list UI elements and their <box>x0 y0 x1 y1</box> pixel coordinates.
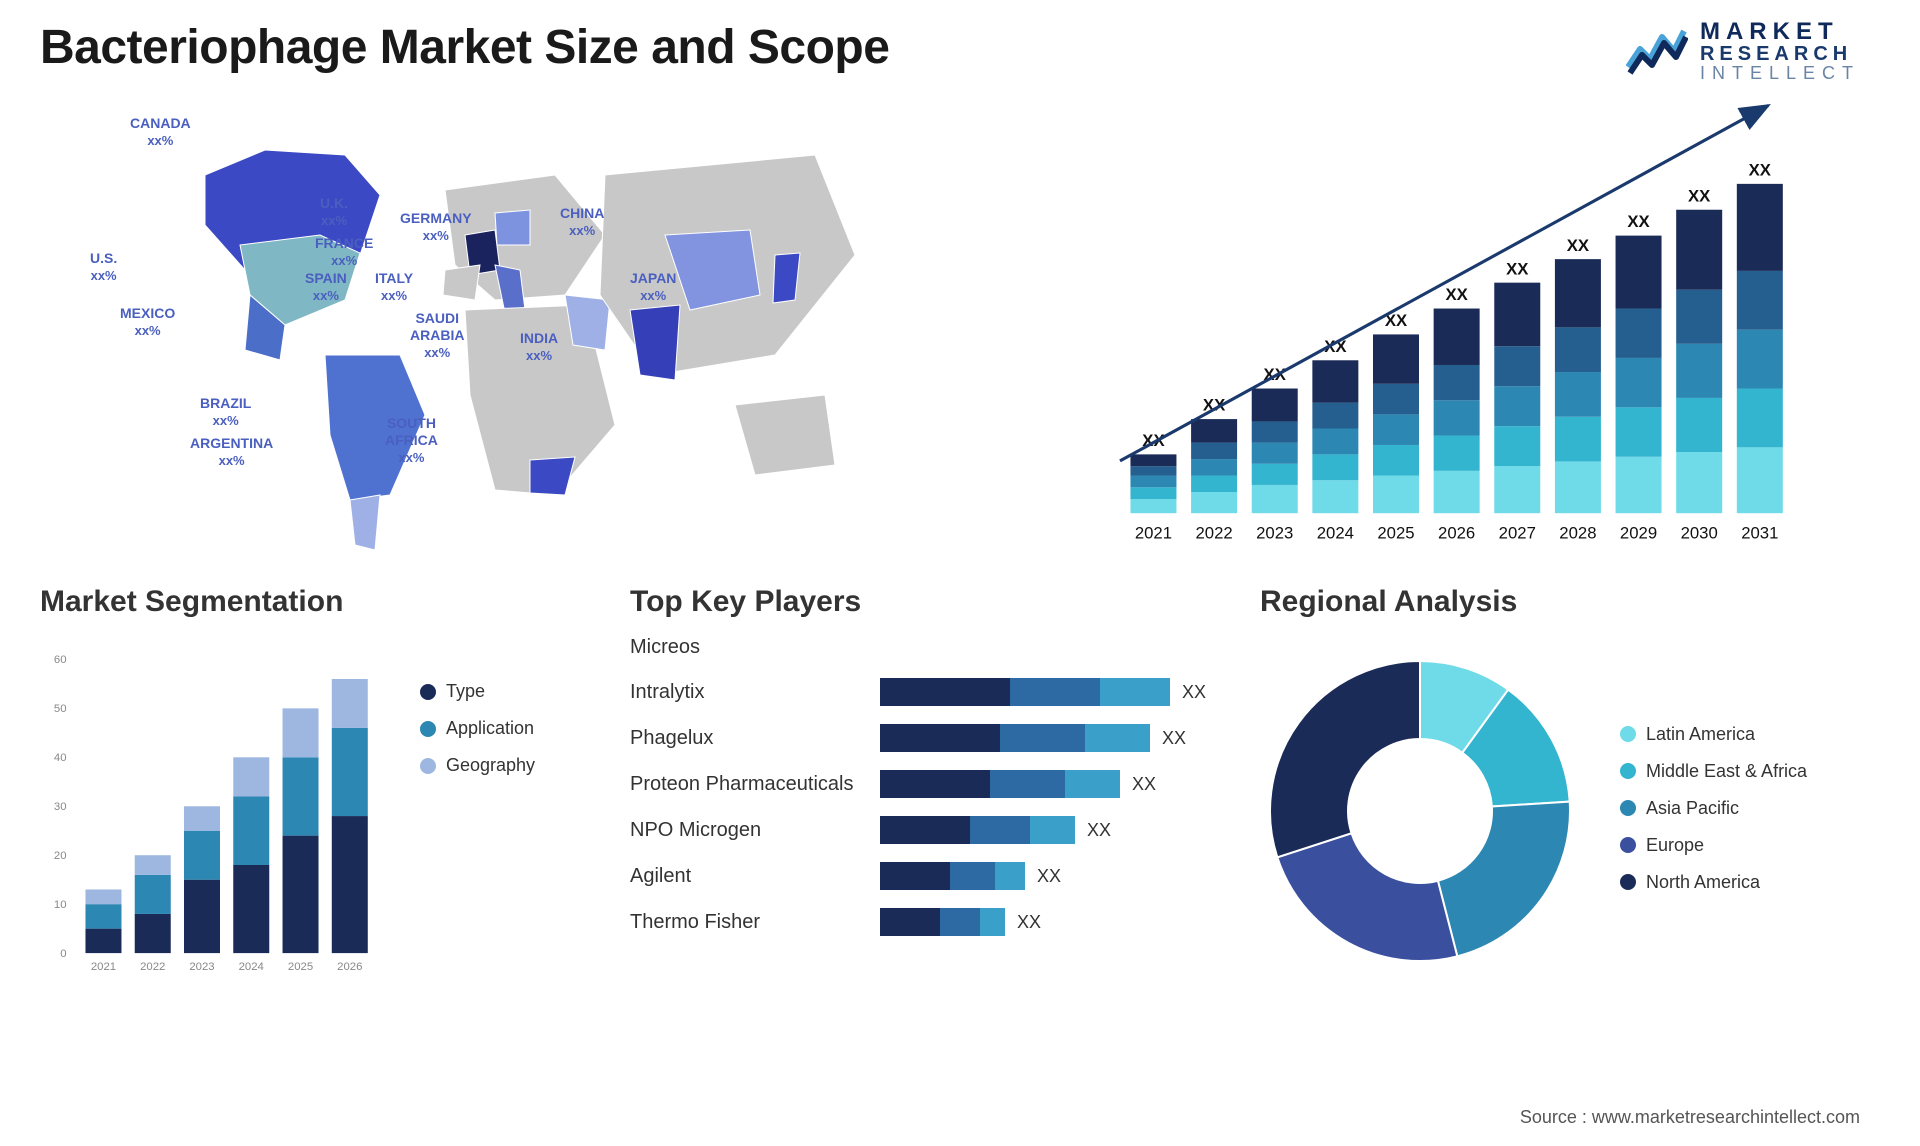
player-name: Agilent <box>630 865 880 888</box>
svg-text:2026: 2026 <box>337 961 362 973</box>
legend-item: North America <box>1620 872 1880 893</box>
logo-line2: RESEARCH <box>1700 44 1860 64</box>
player-bar <box>880 816 1075 844</box>
svg-text:60: 60 <box>54 654 67 666</box>
map-label: ARGENTINAxx% <box>190 435 273 469</box>
page-title: Bacteriophage Market Size and Scope <box>40 20 1880 75</box>
legend-item: Geography <box>420 755 600 776</box>
world-map <box>40 95 990 555</box>
map-label: INDIAxx% <box>520 330 558 364</box>
svg-text:30: 30 <box>54 801 67 813</box>
player-bar <box>880 678 1170 706</box>
players-title: Top Key Players <box>630 585 1230 619</box>
legend-item: Type <box>420 681 600 702</box>
svg-text:20: 20 <box>54 850 67 862</box>
svg-text:XX: XX <box>1627 212 1649 231</box>
player-name: Thermo Fisher <box>630 911 880 934</box>
map-label: GERMANYxx% <box>400 210 472 244</box>
player-row: Intralytix XX <box>630 669 1230 715</box>
world-map-panel: CANADAxx% U.S.xx%MEXICOxx% BRAZILxx% ARGENT… <box>40 95 990 555</box>
player-row: Proteon Pharmaceuticals XX <box>630 761 1230 807</box>
player-name: NPO Microgen <box>630 819 880 842</box>
map-label: SAUDIARABIAxx% <box>410 310 464 360</box>
svg-text:10: 10 <box>54 899 67 911</box>
map-label: FRANCExx% <box>315 235 373 269</box>
map-label: CHINAxx% <box>560 205 604 239</box>
growth-chart: XX2021XX2022XX2023XX2024XX2025XX2026XX20… <box>1050 95 1880 555</box>
player-bar <box>880 770 1120 798</box>
map-label: BRAZILxx% <box>200 395 251 429</box>
player-value: XX <box>1162 728 1186 749</box>
legend-item: Middle East & Africa <box>1620 761 1880 782</box>
map-label: SOUTHAFRICAxx% <box>385 415 438 465</box>
brand-logo: MARKET RESEARCH INTELLECT <box>1626 20 1860 82</box>
map-label: MEXICOxx% <box>120 305 175 339</box>
player-name: Micreos <box>630 631 1230 663</box>
legend-item: Application <box>420 718 600 739</box>
segmentation-legend: Type Application Geography <box>420 631 600 991</box>
svg-text:2025: 2025 <box>288 961 313 973</box>
map-label: SPAINxx% <box>305 270 347 304</box>
players-list: MicreosIntralytixXXPhageluxXXProteon Pha… <box>630 631 1230 945</box>
svg-text:2023: 2023 <box>189 961 214 973</box>
map-label: JAPANxx% <box>630 270 676 304</box>
svg-text:50: 50 <box>54 703 67 715</box>
segmentation-title: Market Segmentation <box>40 585 600 619</box>
legend-item: Latin America <box>1620 724 1880 745</box>
segmentation-panel: Market Segmentation 0 10 20 30 40 50 60 2021 202… <box>40 585 600 1025</box>
svg-text:2031: 2031 <box>1741 523 1778 542</box>
svg-text:40: 40 <box>54 752 67 764</box>
legend-item: Europe <box>1620 835 1880 856</box>
player-value: XX <box>1017 912 1041 933</box>
player-row: Agilent XX <box>630 853 1230 899</box>
player-row: Thermo Fisher XX <box>630 899 1230 945</box>
segmentation-chart: 0 10 20 30 40 50 60 2021 2022 2023 2024 2025 2026 <box>40 631 400 991</box>
legend-item: Asia Pacific <box>1620 798 1880 819</box>
player-bar <box>880 862 1025 890</box>
regional-legend: Latin America Middle East & Africa Asia Pa… <box>1620 714 1880 909</box>
map-label: U.K.xx% <box>320 195 348 229</box>
player-bar <box>880 908 1005 936</box>
svg-text:2024: 2024 <box>239 961 264 973</box>
svg-text:2028: 2028 <box>1559 523 1596 542</box>
map-label: CANADAxx% <box>130 115 191 149</box>
svg-text:XX: XX <box>1445 285 1467 304</box>
svg-text:2022: 2022 <box>1195 523 1232 542</box>
player-name: Phagelux <box>630 727 880 750</box>
map-label: ITALYxx% <box>375 270 413 304</box>
svg-text:2021: 2021 <box>91 961 116 973</box>
players-panel: Top Key Players MicreosIntralytixXXPhage… <box>630 585 1230 1025</box>
logo-icon <box>1626 25 1688 77</box>
player-value: XX <box>1132 774 1156 795</box>
regional-donut <box>1260 651 1580 971</box>
svg-text:0: 0 <box>60 948 66 960</box>
svg-text:2022: 2022 <box>140 961 165 973</box>
logo-line1: MARKET <box>1700 20 1860 44</box>
player-bar <box>880 724 1150 752</box>
svg-text:XX: XX <box>1688 186 1710 205</box>
svg-text:2027: 2027 <box>1499 523 1536 542</box>
svg-text:2024: 2024 <box>1317 523 1354 542</box>
svg-text:XX: XX <box>1506 259 1528 278</box>
player-value: XX <box>1182 682 1206 703</box>
source-attribution: Source : www.marketresearchintellect.com <box>1520 1107 1860 1128</box>
player-name: Proteon Pharmaceuticals <box>630 773 880 796</box>
svg-text:XX: XX <box>1567 236 1589 255</box>
map-label: U.S.xx% <box>90 250 117 284</box>
player-value: XX <box>1087 820 1111 841</box>
svg-text:2030: 2030 <box>1681 523 1718 542</box>
svg-text:2026: 2026 <box>1438 523 1475 542</box>
player-row: Phagelux XX <box>630 715 1230 761</box>
svg-text:2021: 2021 <box>1135 523 1172 542</box>
player-name: Intralytix <box>630 681 880 704</box>
svg-text:2023: 2023 <box>1256 523 1293 542</box>
regional-title: Regional Analysis <box>1260 585 1880 619</box>
svg-text:XX: XX <box>1749 161 1771 180</box>
player-row: NPO Microgen XX <box>630 807 1230 853</box>
svg-text:2025: 2025 <box>1377 523 1414 542</box>
svg-text:2029: 2029 <box>1620 523 1657 542</box>
player-value: XX <box>1037 866 1061 887</box>
regional-panel: Regional Analysis Latin America Middle Ea… <box>1260 585 1880 1025</box>
logo-line3: INTELLECT <box>1700 64 1860 82</box>
